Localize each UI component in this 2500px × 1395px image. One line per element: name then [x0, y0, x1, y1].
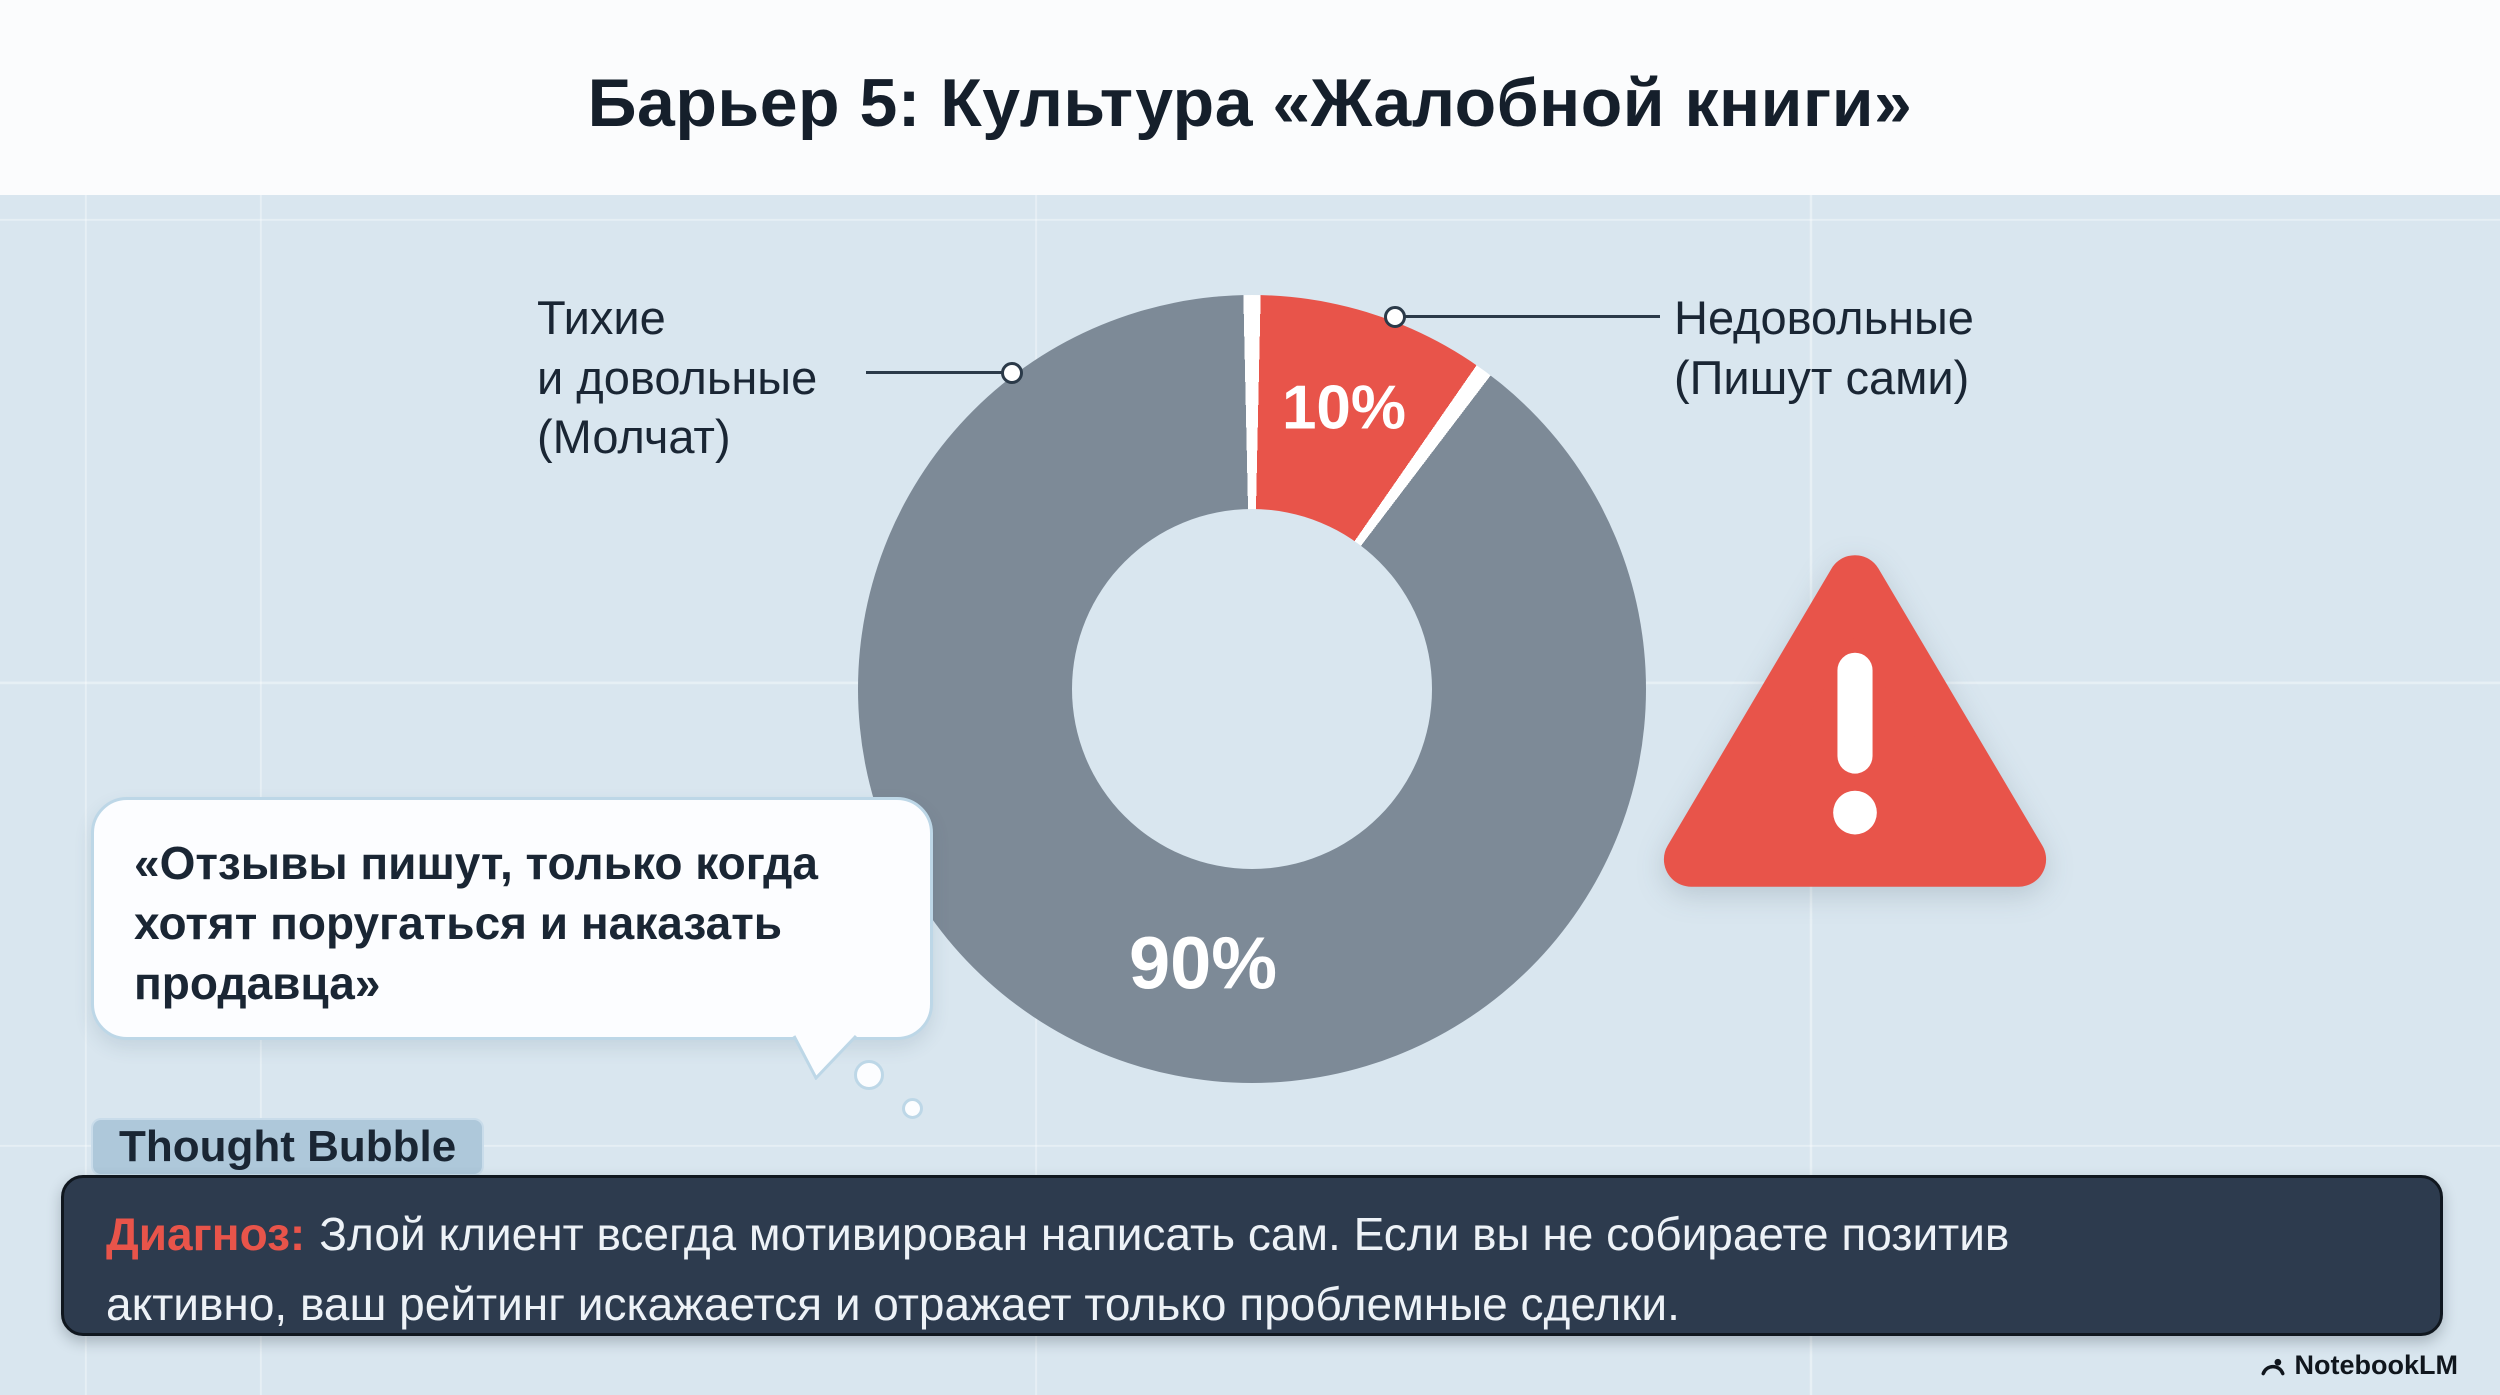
- callout-left-line: [866, 371, 1004, 374]
- donut-chart: [858, 295, 1646, 1083]
- diagnosis-line1: Злой клиент всегда мотивирован написать …: [319, 1208, 2010, 1260]
- thought-bubble-text: «Отзывы пишут, только когда хотят поруга…: [134, 837, 818, 1009]
- slice-data-label-10: 10%: [1281, 373, 1407, 443]
- diagnosis-prefix: Диагноз:: [106, 1208, 306, 1260]
- thought-bubble-dot: [902, 1098, 923, 1119]
- thought-bubble-dot: [854, 1060, 884, 1090]
- donut-hole: [1072, 509, 1432, 869]
- thought-bubble-tail: [792, 1034, 858, 1080]
- page-title: Барьер 5: Культура «Жалобной книги»: [587, 64, 1913, 141]
- callout-right-label: Недовольные (Пишут сами): [1674, 291, 1974, 404]
- callout-right-dot: [1384, 306, 1406, 328]
- warning-triangle-icon: [1663, 555, 2047, 887]
- notebooklm-logo-icon: [2261, 1358, 2284, 1375]
- brand-label: NotebookLM: [2294, 1350, 2458, 1380]
- diagnosis-bar: Диагноз: Злой клиент всегда мотивирован н…: [61, 1175, 2443, 1336]
- diagnosis-text: Диагноз: Злой клиент всегда мотивирован н…: [106, 1200, 2398, 1340]
- callout-right-line: [1404, 315, 1660, 318]
- thought-bubble-tag: Thought Bubble: [91, 1118, 485, 1176]
- diagnosis-line2: активно, ваш рейтинг искажается и отража…: [106, 1277, 1680, 1330]
- slice-data-label-90: 90%: [1128, 921, 1278, 1005]
- thought-bubble: «Отзывы пишут, только когда хотят поруга…: [91, 797, 933, 1040]
- header: Барьер 5: Культура «Жалобной книги»: [0, 0, 2500, 195]
- brand-footer: NotebookLM: [2260, 1350, 2458, 1381]
- callout-left-dot: [1001, 362, 1023, 384]
- callout-left-label: Тихие и довольные (Молчат): [537, 291, 818, 464]
